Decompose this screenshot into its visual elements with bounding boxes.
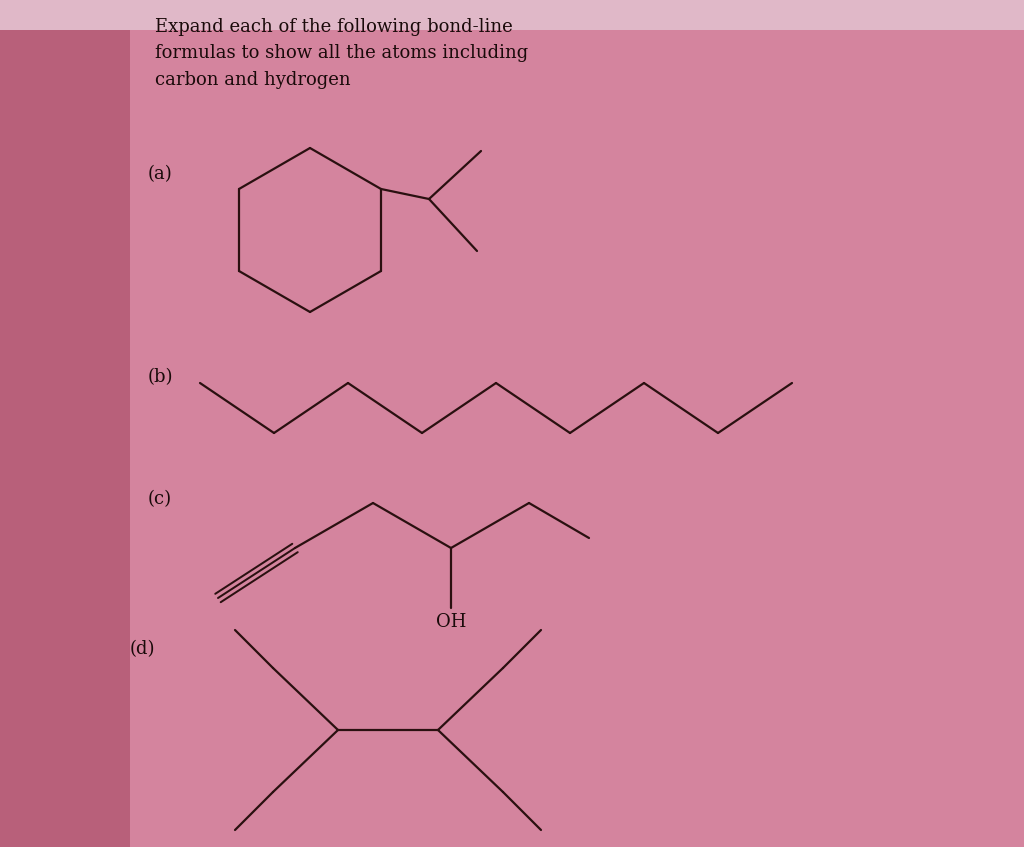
Text: Expand each of the following bond-line
formulas to show all the atoms including
: Expand each of the following bond-line f… xyxy=(155,18,528,89)
Bar xyxy=(0,0,1024,30)
Text: (b): (b) xyxy=(148,368,173,386)
Text: (c): (c) xyxy=(148,490,172,508)
Text: (a): (a) xyxy=(148,165,173,183)
Text: (d): (d) xyxy=(130,640,156,658)
Bar xyxy=(0,0,130,847)
Text: OH: OH xyxy=(436,613,466,631)
